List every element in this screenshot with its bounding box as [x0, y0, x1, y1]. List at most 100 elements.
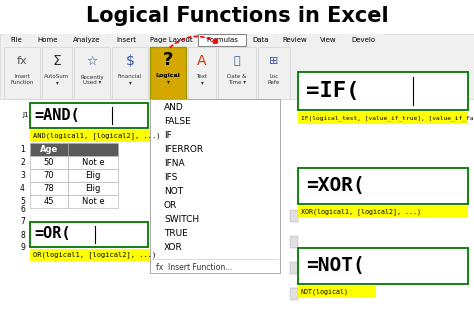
Text: XOR(logical1, [logical2], ...): XOR(logical1, [logical2], ...) [301, 209, 421, 215]
Bar [150, 99, 280, 273]
Text: Σ: Σ [53, 54, 61, 68]
Bar [112, 47, 148, 99]
Bar [30, 169, 68, 182]
Bar [218, 47, 256, 99]
Text: =NOT(: =NOT( [306, 256, 365, 276]
FancyArrowPatch shape [170, 36, 218, 47]
Text: 7: 7 [20, 218, 25, 226]
Text: 1: 1 [20, 145, 25, 154]
Bar [4, 47, 40, 99]
Text: NOT(logical): NOT(logical) [301, 289, 349, 295]
Bar [298, 248, 468, 284]
Bar [290, 210, 298, 222]
Text: SWITCH: SWITCH [164, 215, 199, 225]
Bar [74, 47, 110, 99]
Text: ▾: ▾ [128, 81, 131, 86]
Text: ?: ? [163, 51, 173, 69]
Text: 6: 6 [20, 205, 25, 214]
Text: Data: Data [253, 37, 269, 43]
Bar [298, 72, 468, 110]
Text: Home: Home [37, 37, 58, 43]
Text: IF(logical_test, [value_if_true], [value_if_false]): IF(logical_test, [value_if_true], [value… [301, 115, 474, 121]
Text: Analyze: Analyze [73, 37, 101, 43]
Text: File: File [10, 37, 22, 43]
Bar [68, 169, 118, 182]
Text: Used ▾: Used ▾ [83, 81, 101, 86]
Text: IFERROR: IFERROR [164, 146, 203, 154]
Bar [298, 286, 376, 298]
Bar [30, 103, 148, 128]
Text: Review: Review [283, 37, 307, 43]
Text: 45: 45 [44, 197, 54, 206]
Text: IFNA: IFNA [164, 159, 185, 168]
Text: OR(logical1, [logical2], ...): OR(logical1, [logical2], ...) [33, 252, 156, 258]
Text: J1: J1 [22, 112, 28, 118]
Text: AutoSum: AutoSum [45, 74, 70, 79]
Text: Not e: Not e [82, 158, 104, 167]
Text: ☆: ☆ [86, 54, 98, 67]
Text: =AND(: =AND( [34, 108, 80, 122]
Bar [30, 195, 68, 208]
Text: Elig: Elig [85, 171, 100, 180]
Bar [30, 156, 68, 169]
Text: 70: 70 [44, 171, 55, 180]
Text: OR: OR [164, 201, 177, 210]
Text: ⊞: ⊞ [269, 56, 279, 66]
Bar [247, 34, 275, 46]
Bar [315, 34, 341, 46]
Text: Page Layout: Page Layout [150, 37, 192, 43]
Text: fx: fx [17, 56, 27, 66]
Text: Refe: Refe [268, 81, 280, 86]
Text: 50: 50 [44, 158, 54, 167]
Bar [298, 168, 468, 204]
Bar [188, 47, 216, 99]
Bar [290, 236, 298, 248]
Text: Text: Text [197, 74, 208, 79]
Text: Logical: Logical [155, 74, 181, 78]
Bar [198, 34, 246, 46]
Text: Elig: Elig [85, 184, 100, 193]
Text: =IF(: =IF( [306, 81, 359, 101]
Text: Time ▾: Time ▾ [228, 81, 246, 86]
Text: Formulas: Formulas [206, 37, 238, 43]
Bar [276, 34, 314, 46]
Text: Loc: Loc [269, 74, 279, 79]
Text: Not e: Not e [82, 197, 104, 206]
Text: =OR(: =OR( [34, 226, 71, 242]
Bar [30, 130, 170, 142]
Text: Insert: Insert [14, 74, 30, 79]
Text: Date &: Date & [228, 74, 246, 79]
Text: ▾: ▾ [55, 81, 58, 86]
Bar [150, 47, 186, 99]
Text: Logical Functions in Excel: Logical Functions in Excel [86, 6, 388, 26]
Bar [290, 288, 298, 300]
Text: 4: 4 [20, 184, 25, 193]
Text: ⏰: ⏰ [234, 56, 240, 66]
Text: ▾: ▾ [167, 79, 169, 84]
Bar [258, 47, 290, 99]
Bar [68, 143, 118, 156]
Text: fx  Insert Function...: fx Insert Function... [156, 264, 232, 273]
Bar [298, 206, 468, 218]
Text: AND: AND [164, 104, 184, 112]
Bar [298, 112, 468, 124]
Bar [68, 182, 118, 195]
Text: 9: 9 [20, 243, 25, 252]
Text: Age: Age [40, 145, 58, 154]
Text: ▾: ▾ [201, 81, 203, 86]
Bar [342, 34, 384, 46]
Bar [0, 34, 474, 99]
Text: FALSE: FALSE [164, 117, 191, 126]
Bar [42, 47, 72, 99]
Text: $: $ [126, 54, 135, 68]
Text: Insert: Insert [117, 37, 137, 43]
Text: A: A [197, 54, 207, 68]
Text: Develo: Develo [351, 37, 375, 43]
Text: IFS: IFS [164, 173, 177, 183]
Bar [68, 156, 118, 169]
Bar [30, 249, 170, 261]
Bar [30, 182, 68, 195]
Text: View: View [319, 37, 337, 43]
Text: 8: 8 [20, 231, 25, 239]
Bar [4, 34, 29, 46]
